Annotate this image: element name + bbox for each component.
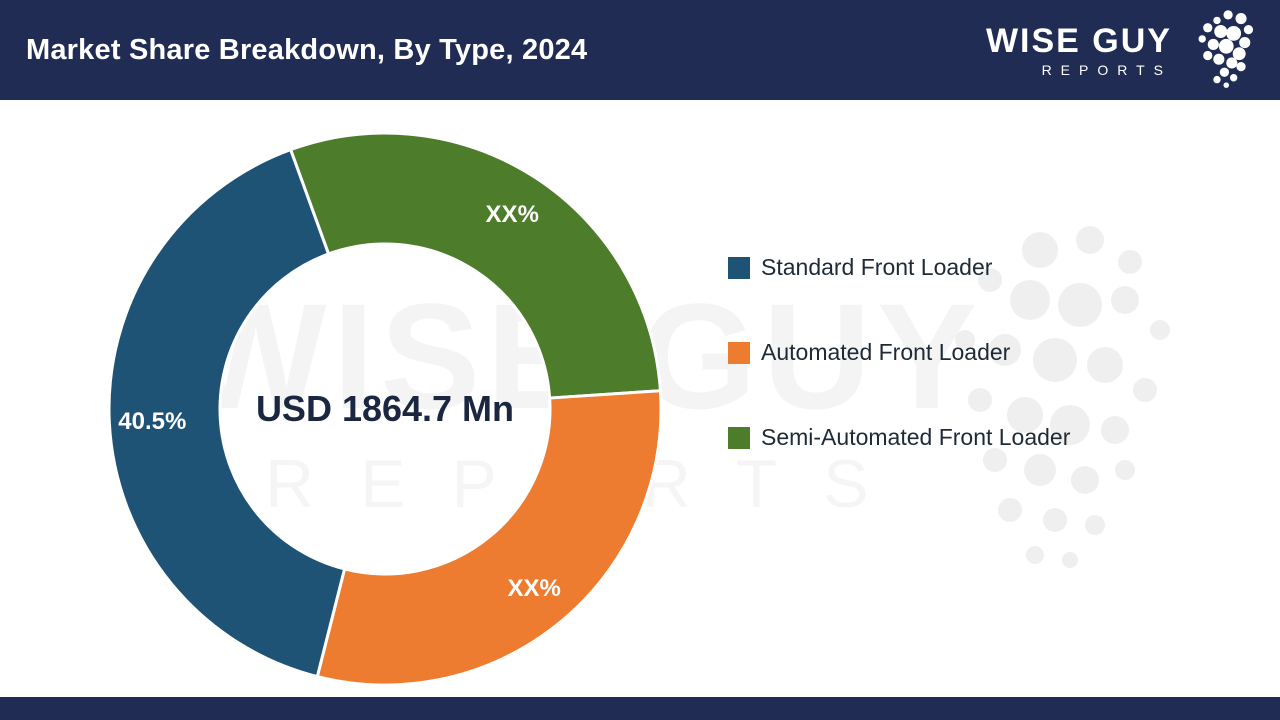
donut-segment-semi-automated-front-loader bbox=[289, 131, 662, 400]
logo-subtitle: REPORTS bbox=[1041, 61, 1172, 78]
legend-label: Automated Front Loader bbox=[761, 339, 1011, 365]
legend-swatch-blue bbox=[728, 256, 750, 279]
legend-swatch-green bbox=[728, 426, 750, 449]
segment-percentage-label: 40.5% bbox=[118, 408, 186, 435]
legend-item-automated-front-loader: Automated Front Loader bbox=[728, 339, 1070, 366]
page-title: Market Share Breakdown, By Type, 2024 bbox=[26, 33, 588, 66]
donut-segment-standard-front-loader bbox=[107, 148, 347, 679]
logo: WISE GUY REPORTS bbox=[986, 7, 1254, 93]
donut-chart: XX% XX% 40.5% USD 1864.7 Mn bbox=[107, 131, 663, 687]
segment-percentage-label: XX% bbox=[507, 575, 560, 602]
chart-legend: Standard Front Loader Automated Front Lo… bbox=[728, 254, 1070, 451]
segment-percentage-label: XX% bbox=[486, 201, 539, 228]
watermark-face-icon bbox=[955, 226, 1170, 568]
footer-bar bbox=[0, 697, 1280, 720]
logo-text: WISE GUY REPORTS bbox=[986, 24, 1172, 77]
legend-label: Semi-Automated Front Loader bbox=[761, 424, 1071, 450]
logo-title: WISE GUY bbox=[985, 21, 1172, 60]
legend-item-standard-front-loader: Standard Front Loader bbox=[728, 254, 1070, 281]
donut-segment-automated-front-loader bbox=[315, 389, 663, 687]
donut-center-value: USD 1864.7 Mn bbox=[256, 388, 514, 429]
logo-face-icon bbox=[1198, 10, 1254, 88]
legend-label: Standard Front Loader bbox=[761, 254, 993, 280]
legend-item-semi-automated-front-loader: Semi-Automated Front Loader bbox=[728, 424, 1070, 451]
header-bar: Market Share Breakdown, By Type, 2024 WI… bbox=[0, 0, 1280, 100]
legend-swatch-orange bbox=[728, 341, 750, 364]
